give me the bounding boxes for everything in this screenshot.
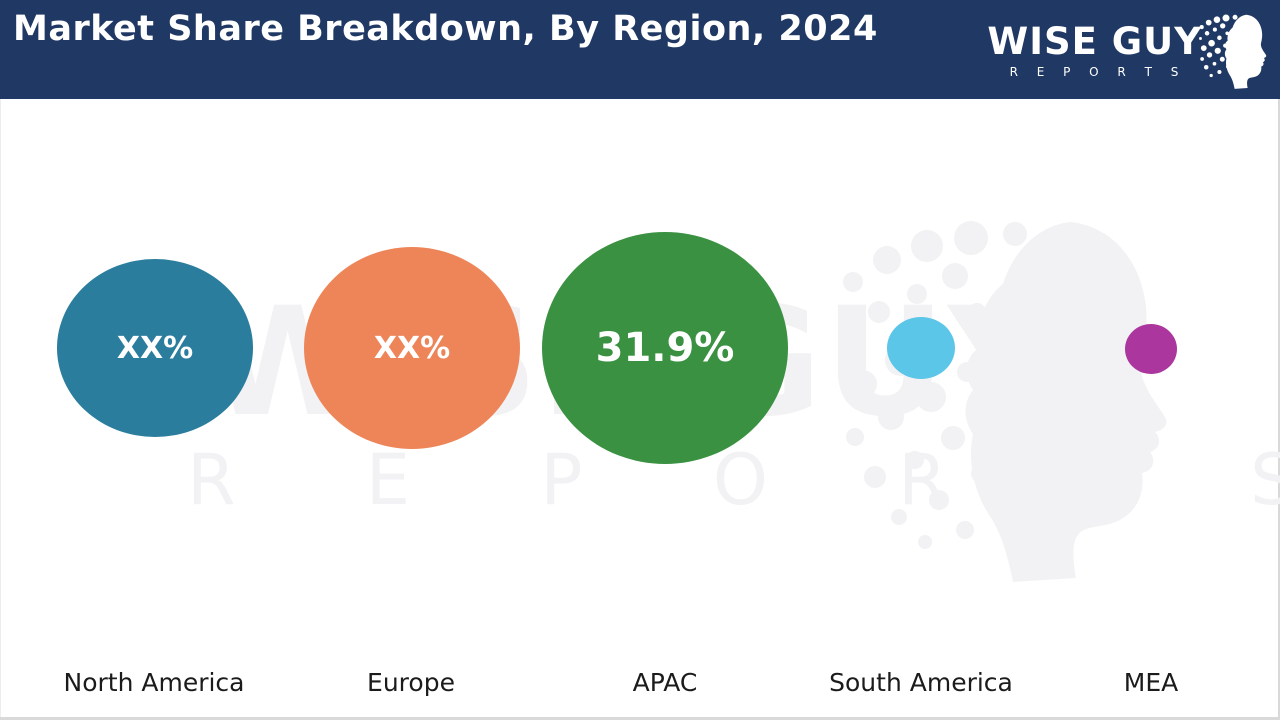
category-label-mea: MEA [1123, 668, 1179, 697]
logo-text-block: WISE GUY R E P O R T S [987, 20, 1202, 79]
logo-brand-text: WISE GUY [987, 20, 1202, 64]
watermark-face-icon [840, 221, 1167, 582]
bubble-apac: 31.9% [542, 232, 788, 464]
logo-face-icon [1199, 14, 1267, 89]
bubble-value-label: XX% [373, 330, 451, 366]
bubble-value-label: 31.9% [595, 325, 735, 371]
watermark-reports-text: R E P O R T S [187, 439, 1280, 521]
category-label-apac: APAC [632, 668, 698, 697]
category-label-south-america: South America [829, 668, 1013, 697]
wiseguy-logo: WISE GUY R E P O R T S [987, 8, 1268, 94]
logo-reports-text: R E P O R T S [1009, 64, 1186, 79]
bubble-south-america [887, 317, 955, 379]
category-label-north-america: North America [63, 668, 245, 697]
header-bar: Market Share Breakdown, By Region, 2024 … [0, 0, 1280, 99]
chart-title: Market Share Breakdown, By Region, 2024 [13, 9, 878, 49]
bubble-value-label: XX% [116, 330, 194, 366]
bubble-europe: XX% [304, 247, 520, 449]
bubble-north-america: XX% [57, 259, 253, 437]
category-label-europe: Europe [367, 668, 455, 697]
bubble-mea [1125, 324, 1177, 374]
